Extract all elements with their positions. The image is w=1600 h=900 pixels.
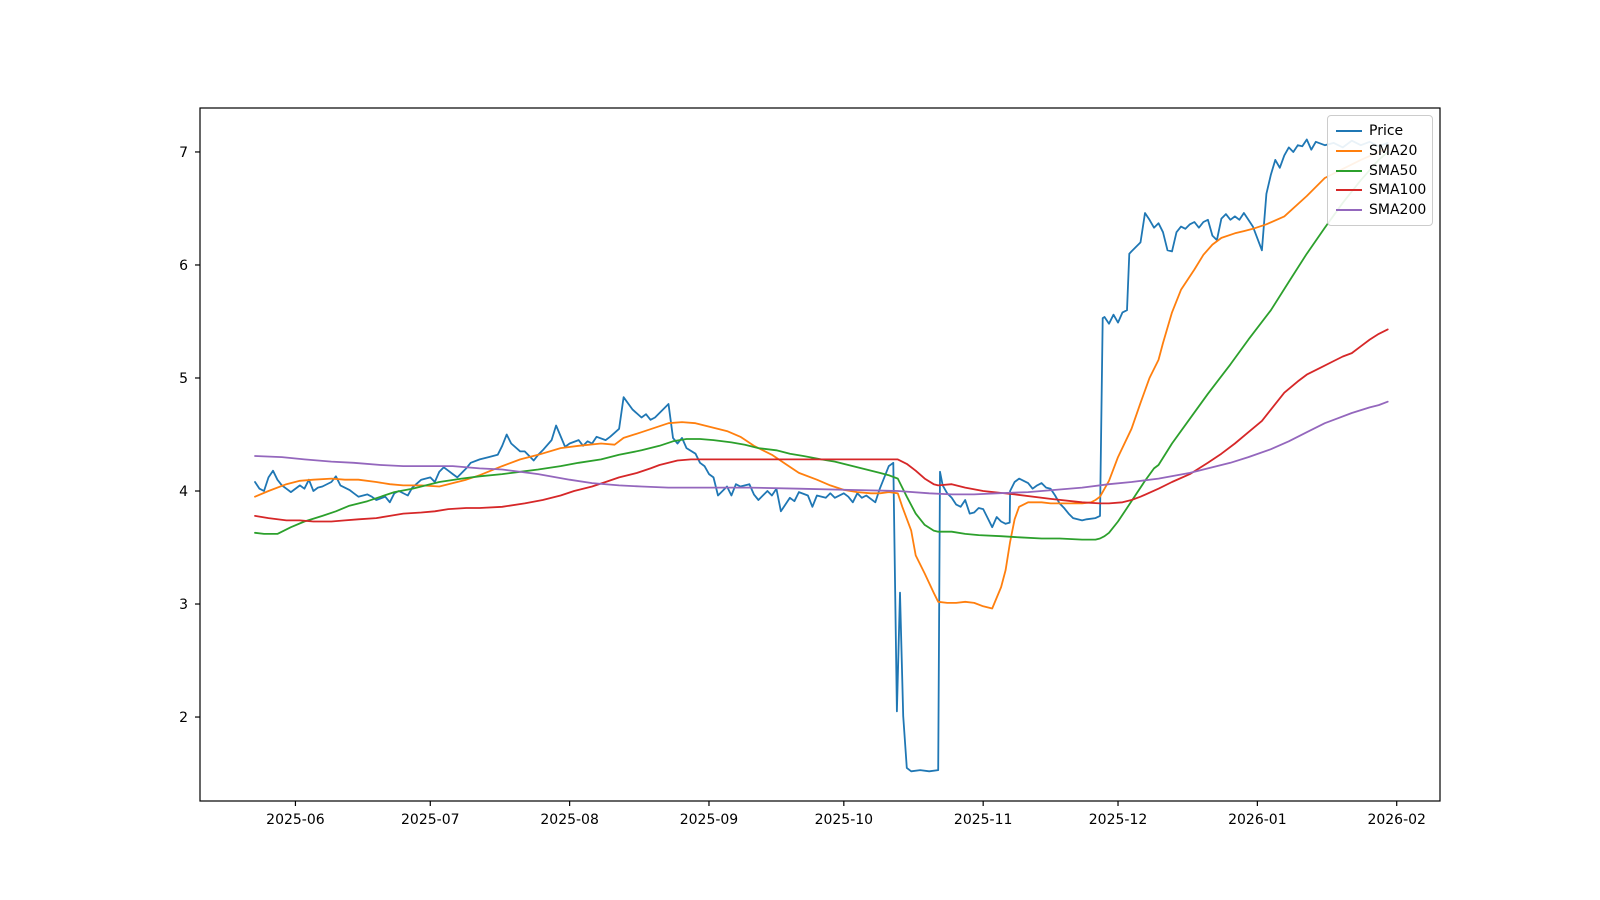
legend-label: SMA200 [1369, 202, 1427, 218]
legend-label: SMA100 [1369, 182, 1427, 199]
series-line-price [254, 138, 1389, 773]
series-line-sma50 [254, 151, 1389, 541]
legend-entry-sma20: SMA20 [1336, 142, 1424, 160]
x-tick-label: 2025-12 [1089, 812, 1148, 828]
x-tick-label: 2025-10 [815, 812, 874, 828]
legend-line-swatch [1336, 130, 1362, 132]
legend-line-swatch [1336, 189, 1362, 192]
legend-box: Price SMA20 SMA50 SMA100 SMA200 [1327, 115, 1433, 226]
series-line-sma100 [254, 328, 1389, 523]
series-line-sma200 [254, 400, 1389, 496]
y-tick-label: 5 [179, 371, 188, 387]
x-tick-label: 2025-07 [401, 812, 460, 828]
x-tick-label: 2025-11 [954, 812, 1013, 828]
x-tick-label: 2025-09 [680, 812, 739, 828]
x-tick-label: 2026-02 [1367, 812, 1426, 828]
legend-line-swatch [1336, 209, 1362, 211]
legend-label: SMA20 [1369, 142, 1418, 159]
legend-label: SMA50 [1369, 162, 1418, 179]
series-lines [254, 138, 1389, 773]
plot-border [199, 107, 1441, 802]
y-tick-label: 3 [179, 597, 188, 613]
legend-label: Price [1369, 123, 1404, 139]
x-tick-label: 2026-01 [1228, 812, 1287, 828]
legend-entry-sma50: SMA50 [1336, 162, 1424, 180]
legend-entry-sma100: SMA100 [1336, 181, 1427, 199]
y-tick-label: 7 [179, 145, 188, 161]
legend-entry-price: Price [1336, 122, 1424, 140]
x-tick-label: 2025-06 [266, 812, 325, 828]
legend-line-swatch [1336, 149, 1362, 152]
legend-line-swatch [1336, 169, 1362, 172]
y-tick-label: 4 [179, 484, 188, 500]
legend-entry-sma200: SMA200 [1336, 201, 1427, 219]
x-tick-label: 2025-08 [540, 812, 599, 828]
series-line-sma20 [254, 147, 1389, 610]
y-tick-label: 6 [179, 258, 188, 274]
axis-ticks: 2025-06 2025-07 2025-08 2025-09 2025-10 2025-… [179, 145, 1426, 828]
y-tick-label: 2 [179, 710, 188, 726]
